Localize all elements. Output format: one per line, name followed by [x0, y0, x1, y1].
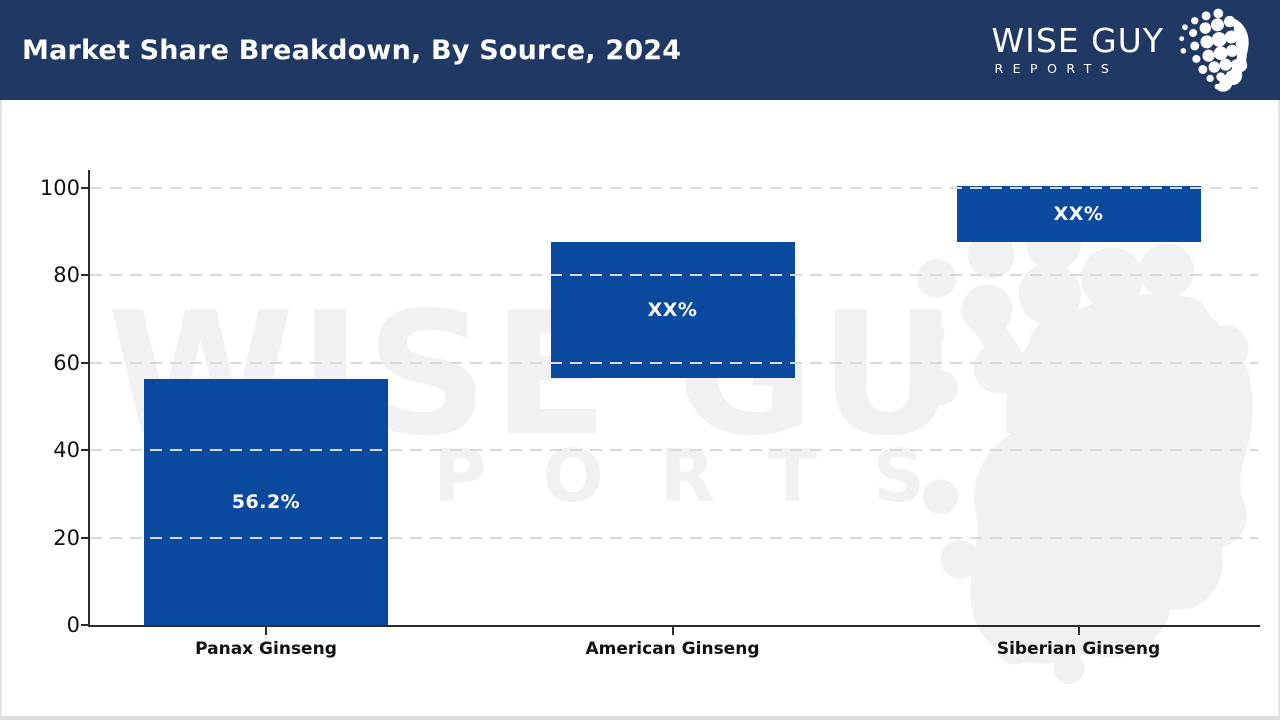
dotted-head-icon: [1179, 8, 1249, 92]
x-tick-mark: [265, 627, 267, 635]
y-tick-mark: [81, 536, 89, 539]
y-tick-label: 20: [53, 525, 80, 550]
x-category-label: American Ginseng: [585, 639, 760, 659]
y-tick-label: 100: [39, 175, 80, 200]
gridline-20: [90, 536, 1258, 539]
gridline-60: [90, 361, 1258, 364]
gridline-40: [90, 449, 1258, 451]
x-axis-line: [88, 625, 1260, 627]
header-banner: Market Share Breakdown, By Source, 2024 …: [0, 0, 1280, 100]
x-category-label: Panax Ginseng: [195, 639, 337, 659]
logo-brand-name: WISE GUY: [991, 21, 1164, 60]
y-axis-line: [88, 170, 90, 627]
x-tick-mark: [1077, 627, 1080, 635]
y-tick-label: 40: [53, 438, 80, 462]
bar-siberian-ginseng: XX%: [956, 185, 1201, 242]
x-category-label: Siberian Ginseng: [996, 639, 1161, 659]
y-tick-mark: [81, 449, 89, 451]
logo-text: WISE GUY REPORTS: [991, 24, 1164, 76]
gridline-100: [90, 186, 1258, 189]
y-tick-mark: [81, 186, 89, 189]
y-tick-label: 60: [53, 350, 80, 375]
logo-brand-subtitle: REPORTS: [994, 61, 1119, 76]
bar-american-ginseng: XX%: [550, 242, 795, 378]
watermark-head-icon: [913, 216, 1254, 684]
x-tick-mark: [671, 627, 674, 635]
page-title: Market Share Breakdown, By Source, 2024: [22, 34, 682, 66]
y-tick-mark: [81, 361, 89, 364]
y-tick-mark: [81, 274, 89, 276]
chart-canvas: WISE GUY REPORTS 56.2% XX% XX% 0 20 40 60 80 100…: [0, 100, 1280, 720]
y-tick-mark: [81, 624, 89, 626]
bar-value-label: 56.2%: [231, 491, 301, 514]
y-tick-label: 0: [66, 613, 80, 637]
bar-value-label: XX%: [1053, 202, 1104, 225]
bar-value-label: XX%: [647, 299, 698, 321]
gridline-80: [90, 274, 1258, 276]
wise-guy-reports-logo: WISE GUY REPORTS: [991, 7, 1250, 93]
y-tick-label: 80: [53, 263, 80, 287]
bar-panax-ginseng: 56.2%: [144, 379, 388, 625]
